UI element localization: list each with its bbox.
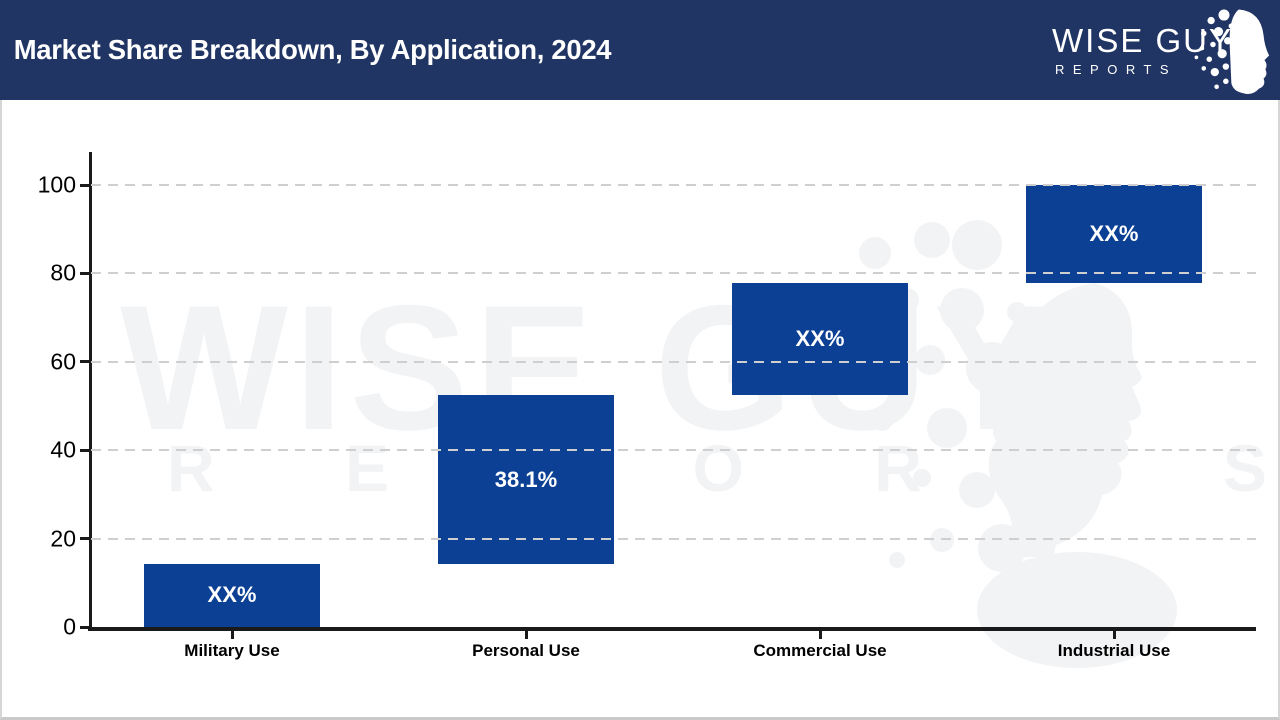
x-tick-mark — [524, 630, 528, 639]
y-tick-mark — [80, 537, 89, 541]
page-title: Market Share Breakdown, By Application, … — [13, 34, 612, 65]
y-tick-mark — [80, 271, 89, 275]
y-tick-label: 60 — [50, 348, 76, 375]
x-tick-mark — [818, 630, 822, 639]
brand-logo: WISE GUY REPORTS — [1022, 0, 1272, 100]
bar-industrial-use: XX% — [1026, 185, 1202, 284]
x-axis-line — [88, 627, 1256, 631]
bar-value-label: XX% — [795, 326, 845, 352]
bar-commercial-use: XX% — [732, 283, 908, 396]
gridline-y80 — [91, 272, 1256, 275]
bar-value-label: XX% — [1089, 221, 1139, 247]
waterfall-chart: 0 20 40 60 80 100 XX% Military Use 38.1% Personal… — [2, 100, 1280, 720]
x-tick-mark — [1112, 630, 1116, 639]
brand-head-icon — [1194, 9, 1270, 94]
gridline-y20 — [91, 537, 1256, 540]
y-axis-line — [89, 152, 92, 630]
y-tick-mark — [80, 183, 89, 187]
y-tick-label: 100 — [37, 171, 76, 198]
brand-name: WISE GUY — [1052, 22, 1234, 59]
y-tick-mark — [80, 360, 89, 364]
header-bar: Market Share Breakdown, By Application, … — [0, 0, 1280, 100]
y-tick-label: 40 — [50, 436, 76, 463]
y-tick-mark — [80, 448, 89, 452]
bar-military-use: XX% — [144, 563, 320, 627]
bar-value-label: XX% — [207, 582, 257, 608]
y-tick-label: 80 — [50, 259, 76, 286]
x-category-label-personal-use: Personal Use — [472, 641, 580, 660]
gridline-y100 — [91, 184, 1256, 186]
y-tick-label: 0 — [63, 613, 76, 640]
chart-canvas: WISE GUY R E P O R T S 0 20 40 60 80 100 X — [0, 100, 1280, 720]
bar-personal-use: 38.1% — [438, 395, 614, 564]
x-category-label-industrial-use: Industrial Use — [1057, 641, 1171, 660]
watermark-head-icon — [859, 220, 1177, 668]
x-category-label-military-use: Military Use — [184, 641, 280, 660]
y-tick-mark — [80, 625, 89, 629]
brand-subname: REPORTS — [1055, 62, 1178, 77]
y-tick-label: 20 — [50, 525, 76, 552]
x-tick-mark — [230, 630, 234, 639]
x-category-label-commercial-use: Commercial Use — [753, 641, 887, 660]
bar-value-label: 38.1% — [494, 466, 558, 492]
gridline-y40 — [91, 449, 1256, 452]
gridline-y60 — [91, 360, 1256, 363]
brand-logo-text: WISE GUY REPORTS — [1052, 22, 1233, 77]
